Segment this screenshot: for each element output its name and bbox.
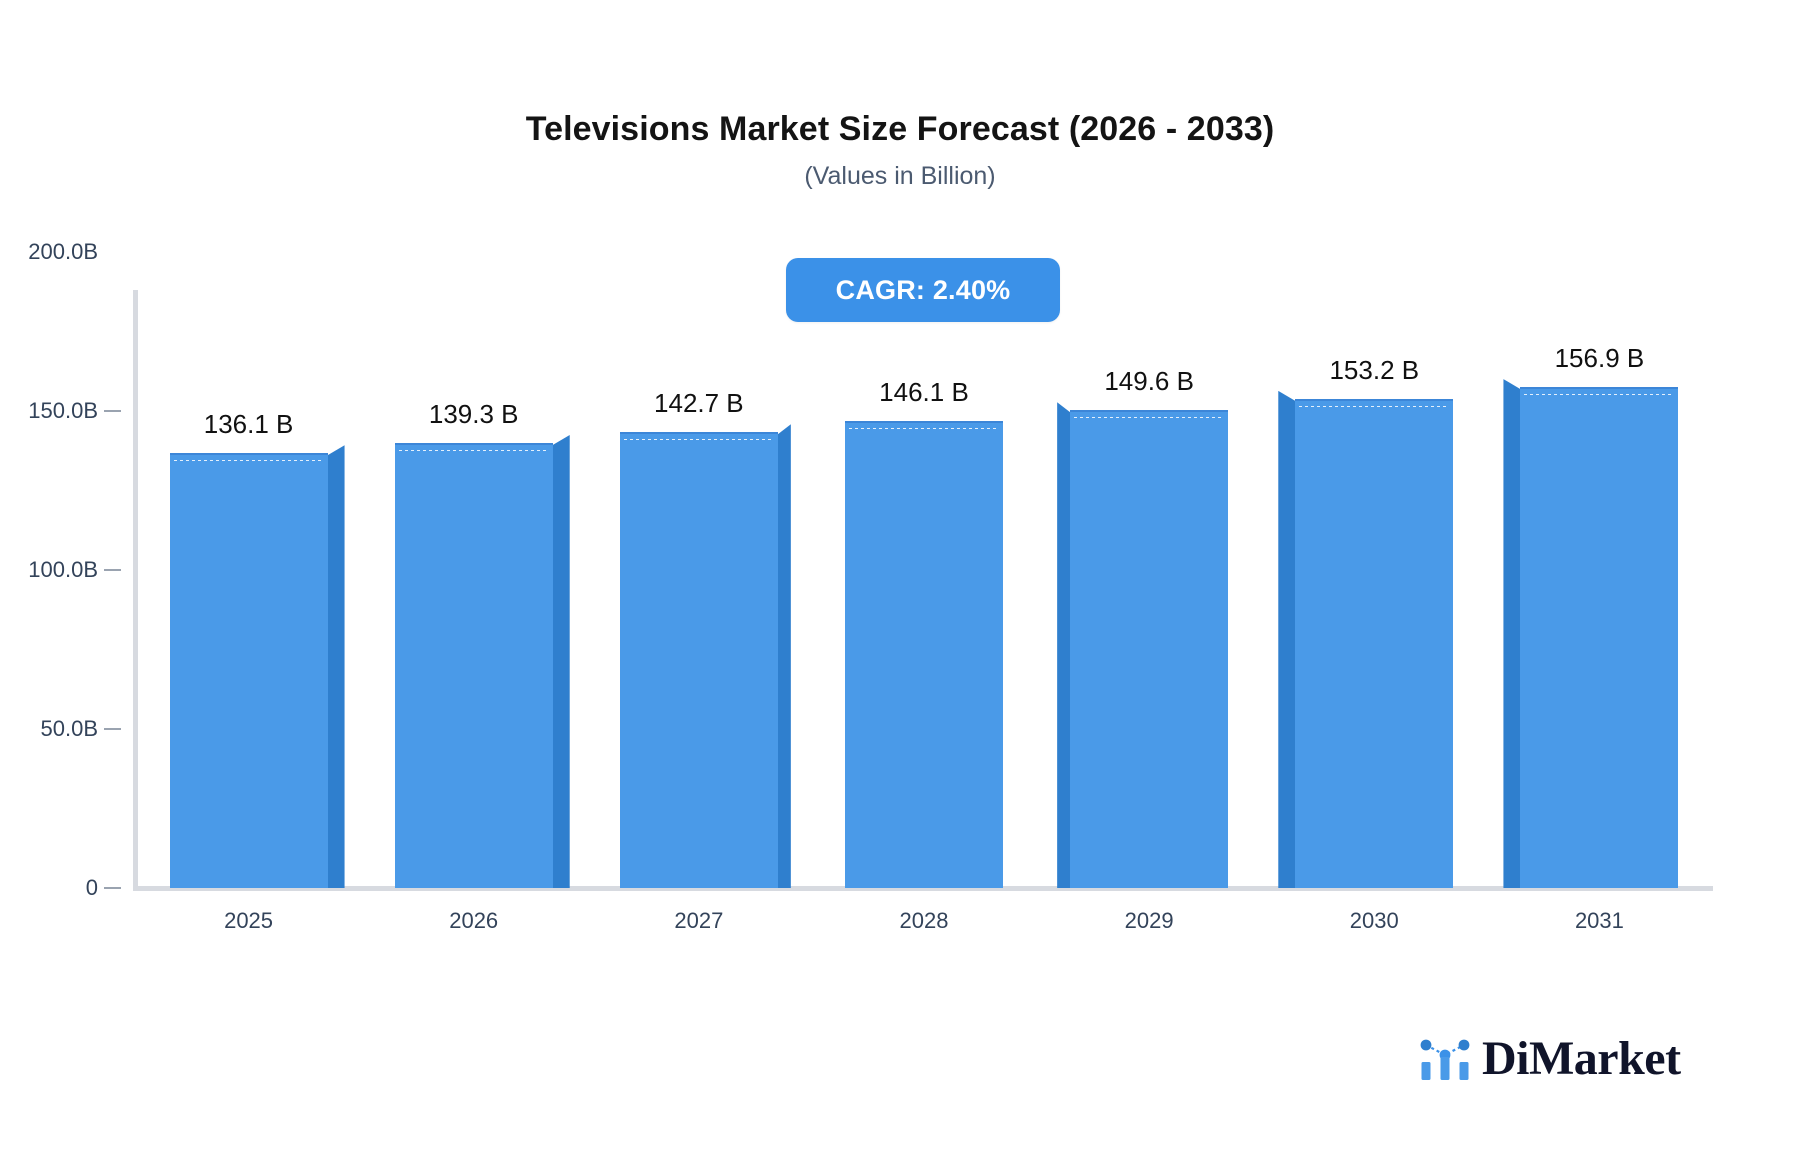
- bar-front-face: [619, 432, 778, 888]
- bar-side-face-left: [1503, 379, 1521, 888]
- bar-column: [169, 0, 345, 888]
- x-axis-line: [133, 886, 1713, 891]
- x-axis-tick-label: 2025: [224, 908, 274, 933]
- bar-column: [845, 0, 1003, 888]
- y-axis-tick-label: 0: [85, 875, 98, 900]
- bar-front-face: [1070, 410, 1229, 888]
- bar-value-label: 146.1 B: [879, 377, 969, 408]
- x-axis-tick-label: 2031: [1574, 908, 1624, 933]
- x-axis-tick-label: 2030: [1349, 908, 1399, 933]
- bar-chart-logo-icon: [1420, 1039, 1470, 1080]
- bar-column: [1278, 0, 1454, 888]
- y-axis-tick-mark: [104, 887, 121, 889]
- bar-column: [394, 0, 570, 888]
- bar-column: [1503, 0, 1679, 888]
- y-axis-tick-label: 100.0B: [28, 557, 98, 582]
- bar-value-label: 139.3 B: [428, 399, 519, 430]
- bar-front-face: [845, 421, 1003, 888]
- y-axis-tick-label: 150.0B: [28, 398, 98, 423]
- bar-front-face: [394, 443, 553, 888]
- bar-side-face-right: [327, 445, 345, 888]
- brand-name: DiMarket: [1482, 1032, 1681, 1085]
- bar-side-face-left: [1057, 402, 1071, 888]
- y-axis-tick-mark: [104, 569, 121, 571]
- bar-value-label: 156.9 B: [1554, 343, 1645, 374]
- bar-front-face: [1520, 387, 1679, 888]
- bar-value-label: 149.6 B: [1104, 366, 1194, 397]
- y-axis-tick-label: 200.0B: [28, 239, 98, 264]
- bar-side-face-right: [777, 424, 791, 888]
- bar-value-label: 142.7 B: [654, 388, 744, 419]
- x-axis-tick-label: 2026: [449, 908, 499, 933]
- x-axis-tick-label: 2029: [1124, 908, 1174, 933]
- bar-column: [619, 0, 791, 888]
- bar-side-face-right: [552, 435, 570, 888]
- y-axis-tick-label: 50.0B: [40, 716, 99, 741]
- y-axis-line: [133, 290, 138, 888]
- y-axis-tick-mark: [104, 410, 121, 412]
- bar-value-label: 153.2 B: [1329, 354, 1420, 385]
- x-axis-tick-label: 2028: [899, 908, 949, 933]
- bar-front-face: [1295, 398, 1454, 888]
- bar-side-face-left: [1278, 390, 1296, 888]
- bar-value-label: 136.1 B: [203, 409, 294, 440]
- brand-logo: DiMarket: [1420, 1035, 1681, 1083]
- x-axis-tick-label: 2027: [674, 908, 724, 933]
- bar-front-face: [169, 453, 328, 888]
- bar-column: [1057, 0, 1229, 888]
- cagr-badge: CAGR: 2.40%: [786, 258, 1060, 322]
- cagr-badge-label: CAGR: 2.40%: [835, 274, 1011, 305]
- y-axis-tick-mark: [104, 728, 121, 730]
